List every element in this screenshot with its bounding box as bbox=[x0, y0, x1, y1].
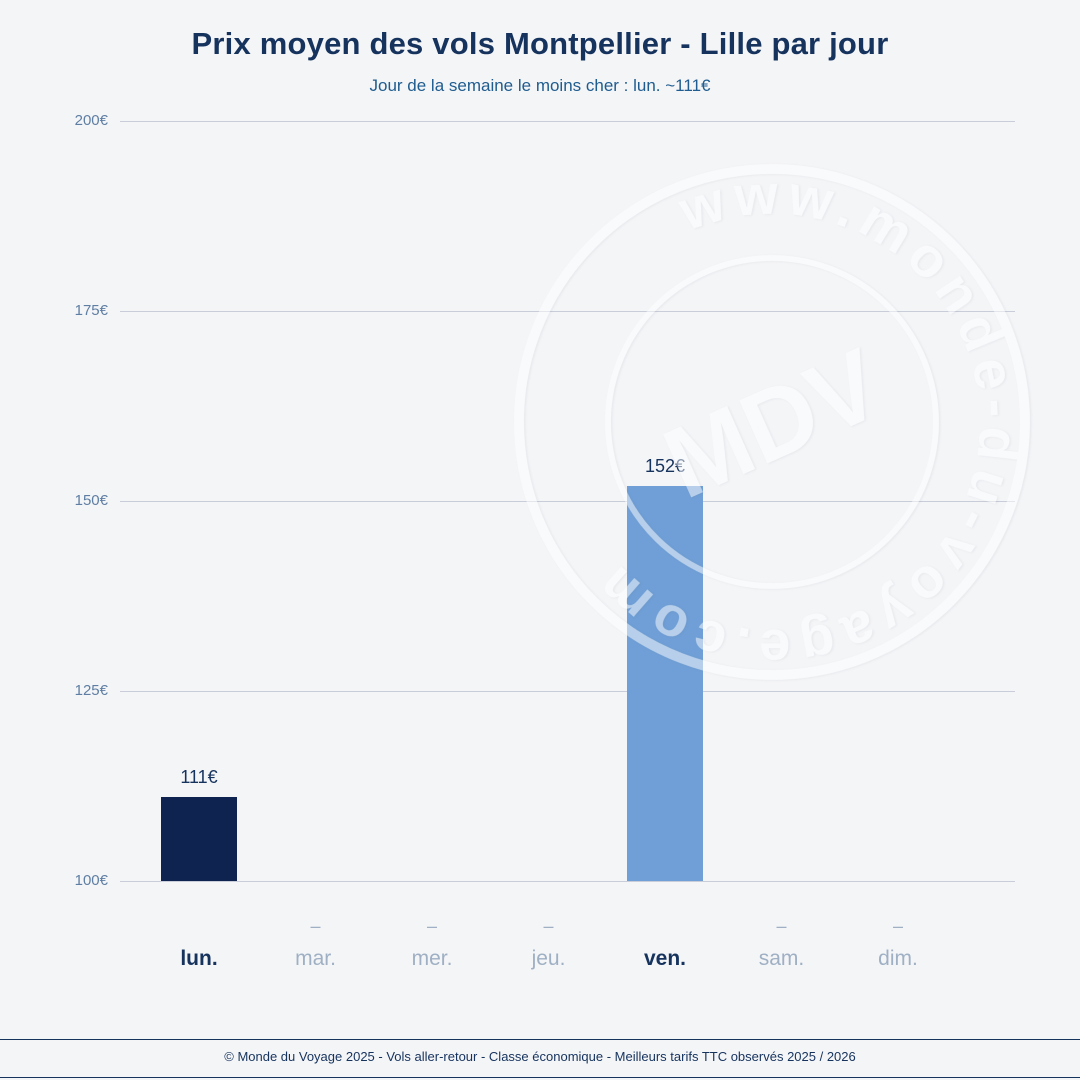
watermark-outer-ring bbox=[514, 164, 1030, 680]
bar-ven bbox=[627, 485, 703, 881]
x-tick-label-lun: lun. bbox=[180, 947, 218, 970]
x-tick-label-dim: dim. bbox=[878, 947, 918, 970]
y-tick-label-150: 150€ bbox=[74, 492, 108, 509]
watermark-ring-text: www.monde-du-voyage.com bbox=[440, 79, 1080, 760]
chart-title: Prix moyen des vols Montpellier - Lille … bbox=[191, 26, 889, 61]
y-tick-label-175: 175€ bbox=[74, 302, 108, 319]
no-data-marker-dim: – bbox=[892, 916, 903, 936]
x-tick-label-mer: mer. bbox=[411, 947, 453, 970]
y-tick-label-100: 100€ bbox=[74, 872, 108, 889]
svg-text:www.monde-du-voyage.com: www.monde-du-voyage.com bbox=[440, 79, 1080, 760]
x-tick-label-ven: ven. bbox=[643, 947, 687, 970]
no-data-marker-sam: – bbox=[776, 916, 787, 936]
gridline-100 bbox=[120, 881, 1015, 882]
no-data-marker-mar: – bbox=[310, 916, 321, 936]
watermark: www.monde-du-voyage.com MDV bbox=[440, 79, 1080, 760]
bar-value-label-ven: 152€ bbox=[644, 455, 686, 476]
bar-lun bbox=[161, 797, 237, 881]
x-tick-label-sam: sam. bbox=[758, 947, 805, 970]
footer-bottom-rule bbox=[0, 1077, 1080, 1078]
gridline-150 bbox=[120, 501, 1015, 502]
y-tick-label-125: 125€ bbox=[74, 682, 108, 699]
x-tick-label-mar: mar. bbox=[295, 947, 336, 970]
chart-subtitle: Jour de la semaine le moins cher : lun. … bbox=[369, 76, 711, 95]
y-tick-label-200: 200€ bbox=[74, 112, 108, 129]
gridline-200 bbox=[120, 121, 1015, 122]
no-data-marker-jeu: – bbox=[543, 916, 554, 936]
footer-text: © Monde du Voyage 2025 - Vols aller-reto… bbox=[224, 1049, 856, 1064]
no-data-marker-mer: – bbox=[426, 916, 437, 936]
gridline-175 bbox=[120, 311, 1015, 312]
gridline-125 bbox=[120, 691, 1015, 692]
bar-value-label-lun: 111€ bbox=[180, 767, 218, 788]
footer-top-rule bbox=[0, 1039, 1080, 1040]
watermark-inner-ring bbox=[605, 255, 939, 589]
x-tick-label-jeu: jeu. bbox=[531, 947, 566, 970]
